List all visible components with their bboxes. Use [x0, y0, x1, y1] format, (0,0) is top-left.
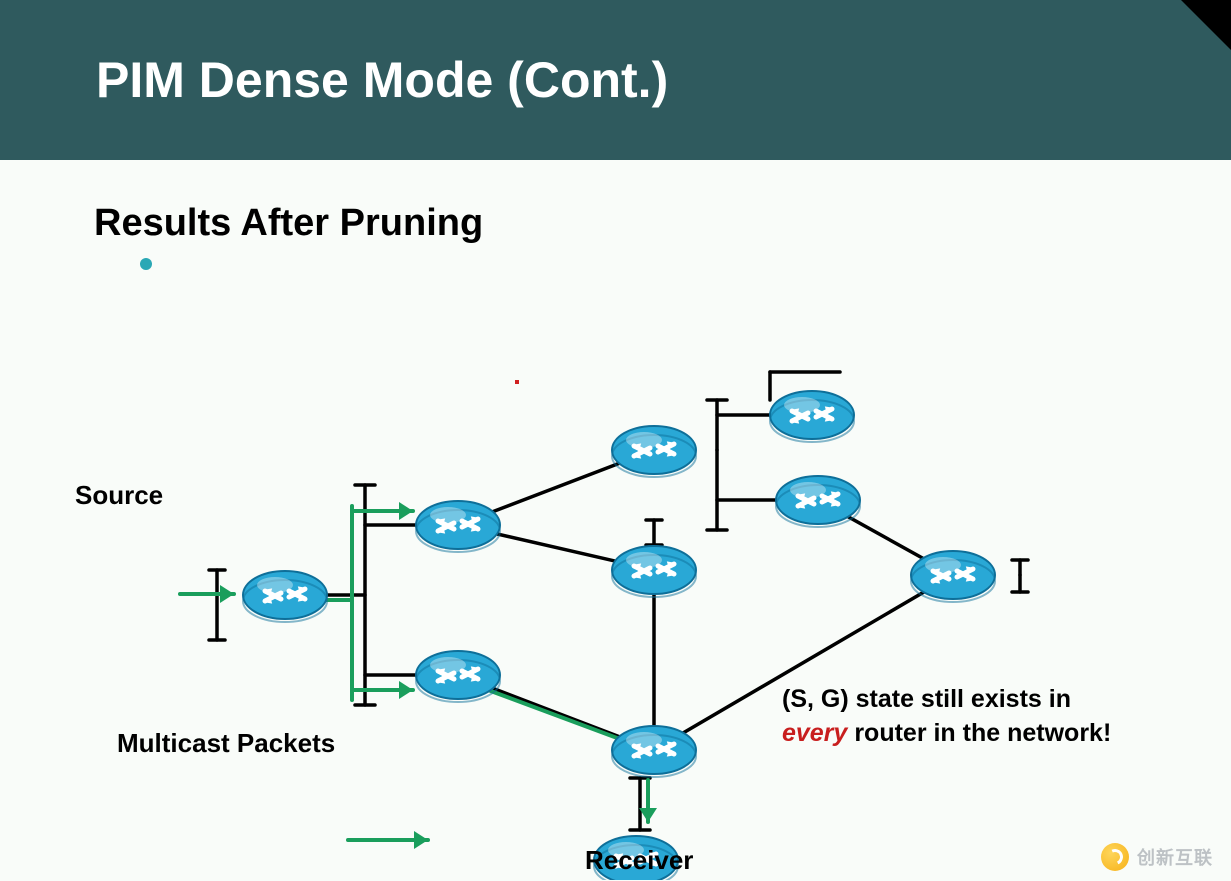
label-receiver: Receiver: [585, 845, 693, 876]
slide-title: PIM Dense Mode (Cont.): [96, 51, 668, 109]
slide-body: Results After Pruning Source Multicast P…: [0, 160, 1231, 881]
slide-header: PIM Dense Mode (Cont.): [0, 0, 1231, 160]
watermark-text: 创新互联: [1137, 844, 1213, 870]
note-emphasis: every: [782, 719, 847, 747]
subtitle-text: Results After Pruning: [94, 202, 483, 244]
slide-subtitle: Results After Pruning: [70, 202, 483, 245]
watermark: 创新互联: [1101, 843, 1213, 871]
label-source: Source: [75, 480, 163, 511]
watermark-icon: [1101, 843, 1129, 871]
state-note: (S, G) state still exists in every route…: [782, 683, 1111, 751]
label-multicast: Multicast Packets: [117, 728, 335, 759]
corner-fold: [1181, 0, 1231, 50]
network-diagram: [0, 260, 1231, 880]
note-suffix: router in the network!: [854, 719, 1111, 747]
red-dot: [515, 380, 519, 384]
note-prefix: (S, G) state still exists in: [782, 685, 1071, 713]
